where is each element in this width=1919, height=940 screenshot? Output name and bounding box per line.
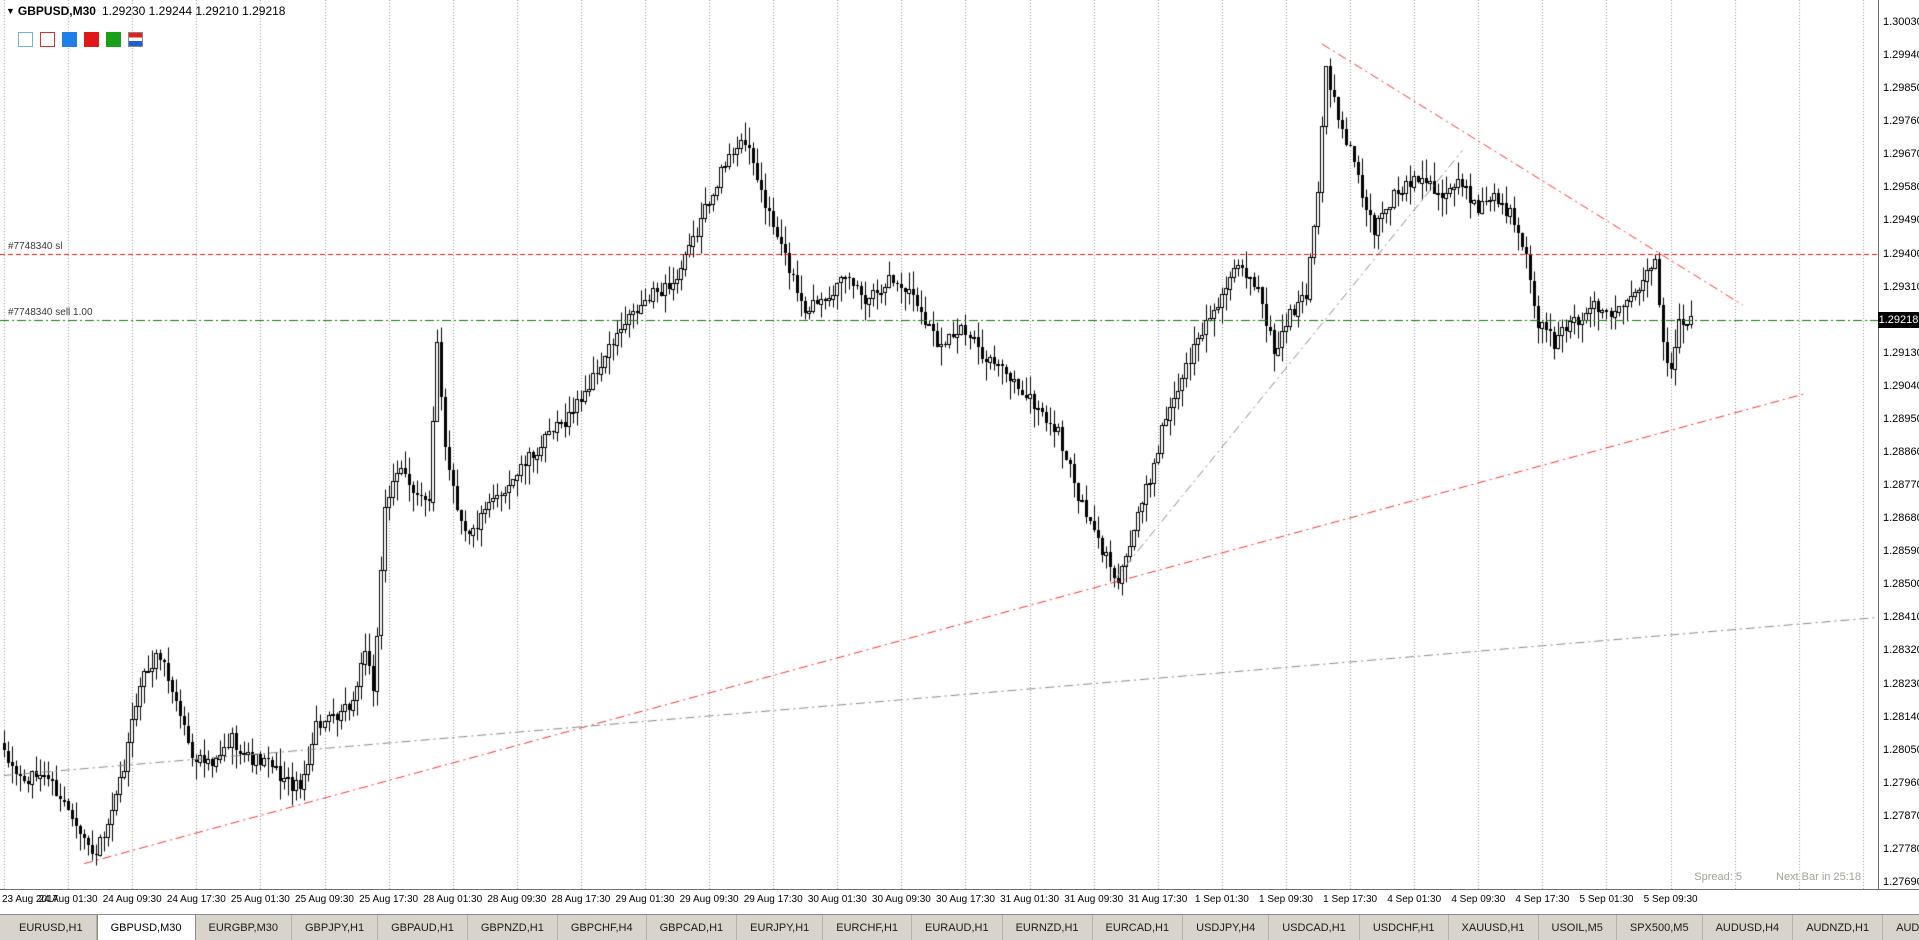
time-axis-label: 30 Aug 01:30 [807, 894, 867, 905]
price-axis-label: 1.30030 [1883, 16, 1919, 28]
time-axis-label: 23 Aug 2017 [2, 894, 59, 905]
time-axis-label: 4 Sep 09:30 [1451, 894, 1506, 905]
price-axis-label: 1.29040 [1883, 379, 1919, 392]
time-axis-label: 31 Aug 09:30 [1064, 894, 1124, 905]
time-axis-label: 4 Sep 17:30 [1515, 894, 1570, 905]
symbol-tab-usdjpy[interactable]: USDJPY,H4 [1183, 915, 1270, 940]
current-price-badge: 1.29218 [1878, 312, 1919, 329]
price-axis-label: 1.29130 [1883, 346, 1919, 359]
price-axis-label: 1.29490 [1883, 214, 1919, 227]
time-axis-label: 5 Sep 01:30 [1579, 894, 1634, 905]
chart-status-text: Spread: 5 Next Bar in 25:18 [1694, 871, 1861, 883]
price-axis-label: 1.28230 [1883, 677, 1919, 690]
symbol-tab-eurcad[interactable]: EURCAD,H1 [1093, 915, 1184, 940]
symbol-tab-euraud[interactable]: EURAUD,H1 [912, 915, 1003, 940]
symbol-tab-xauusd[interactable]: XAUUSD,H1 [1449, 915, 1539, 940]
price-axis-label: 1.29760 [1883, 115, 1919, 128]
collapse-arrow-icon[interactable]: ▼ [6, 6, 15, 16]
price-axis-label: 1.29940 [1883, 49, 1919, 62]
symbol-tab-eurjpy[interactable]: EURJPY,H1 [737, 915, 824, 940]
price-axis-label: 1.29850 [1883, 82, 1919, 95]
price-axis-label: 1.29670 [1883, 148, 1919, 161]
time-axis-label: 24 Aug 09:30 [102, 894, 162, 905]
price-axis-label: 1.27690 [1883, 876, 1919, 888]
symbol-tab-gbpchf[interactable]: GBPCHF,H4 [558, 915, 647, 940]
order-line-label: #7748340 sl [8, 240, 63, 252]
time-axis-label: 4 Sep 01:30 [1387, 894, 1442, 905]
price-axis-label: 1.28410 [1883, 611, 1919, 624]
price-axis-label: 1.28320 [1883, 644, 1919, 657]
time-axis-label: 25 Aug 01:30 [230, 894, 290, 905]
time-axis-label: 1 Sep 17:30 [1323, 894, 1378, 905]
symbol-tab-usoil[interactable]: USOIL,M5 [1539, 915, 1617, 940]
next-bar-countdown: Next Bar in 25:18 [1776, 871, 1861, 883]
price-axis-label: 1.28590 [1883, 545, 1919, 558]
chart-symbol-label: GBPUSD,M30 [17, 4, 96, 18]
price-axis-label: 1.28500 [1883, 578, 1919, 591]
price-axis-label: 1.29580 [1883, 181, 1919, 194]
time-axis[interactable]: 23 Aug 2017 24 Aug 01:30 24 Aug 09:30 24 Au… [0, 889, 1919, 914]
price-axis-label: 1.28680 [1883, 512, 1919, 525]
time-axis-label: 25 Aug 17:30 [359, 894, 419, 905]
price-axis-label: 1.28950 [1883, 412, 1919, 425]
time-axis-label: 29 Aug 01:30 [615, 894, 675, 905]
symbol-tab-eurgbp[interactable]: EURGBP,M30 [196, 915, 292, 940]
time-axis-label: 25 Aug 09:30 [295, 894, 354, 905]
symbol-tab-eurchf[interactable]: EURCHF,H1 [823, 915, 913, 940]
time-axis-label: 5 Sep 09:30 [1643, 894, 1698, 905]
time-axis-label: 1 Sep 01:30 [1194, 894, 1249, 905]
time-axis-label: 31 Aug 01:30 [1000, 894, 1060, 905]
time-axis-label: 1 Sep 09:30 [1259, 894, 1313, 905]
chart-ohlc-values: 1.29230 1.29244 1.29210 1.29218 [101, 4, 286, 18]
price-axis-label: 1.29310 [1883, 280, 1919, 293]
price-axis-label: 1.27960 [1883, 776, 1919, 789]
time-axis-label: 30 Aug 09:30 [871, 894, 931, 905]
symbol-tab-audnzd[interactable]: AUDNZD,H1 [1793, 915, 1884, 940]
symbol-tab-eurnzd[interactable]: EURNZD,H1 [1003, 915, 1093, 940]
swatch-striped-icon[interactable] [128, 32, 143, 47]
toolbar-swatches [18, 32, 143, 47]
symbol-tab-gbpnzd[interactable]: GBPNZD,H1 [468, 915, 558, 940]
time-axis-label: 24 Aug 17:30 [166, 894, 226, 905]
chart-title: ▼ GBPUSD,M30 1.29230 1.29244 1.29210 1.292… [6, 4, 285, 18]
price-axis-label: 1.28770 [1883, 479, 1919, 492]
chart-tab-bar: EURUSD,H1 GBPUSD,M30 EURGBP,M30 GBPJPY,H1 GB… [0, 914, 1919, 940]
time-axis-label: 28 Aug 17:30 [551, 894, 611, 905]
price-axis-label: 1.28050 [1883, 743, 1919, 756]
symbol-tab-audcad[interactable]: AUDCAD,Daily [1883, 915, 1919, 940]
time-axis-label: 30 Aug 17:30 [936, 894, 995, 905]
price-axis-label: 1.27780 [1883, 842, 1919, 855]
time-axis-label: 29 Aug 09:30 [679, 894, 739, 905]
time-axis-label: 28 Aug 01:30 [423, 894, 483, 905]
price-axis-label: 1.28140 [1883, 710, 1919, 723]
symbol-tab-spx500[interactable]: SPX500,M5 [1617, 915, 1703, 940]
symbol-tab-usdcad[interactable]: USDCAD,H1 [1269, 915, 1360, 940]
swatch-red-outline-icon[interactable] [40, 32, 55, 47]
symbol-tab-audusd[interactable]: AUDUSD,H4 [1703, 915, 1794, 940]
price-axis-label: 1.29400 [1883, 247, 1919, 260]
swatch-blue-icon[interactable] [62, 32, 77, 47]
symbol-tab-gbpusd[interactable]: GBPUSD,M30 [96, 915, 196, 940]
order-line-label: #7748340 sell 1.00 [8, 307, 93, 319]
symbol-tab-gbpcad[interactable]: GBPCAD,H1 [647, 915, 738, 940]
price-axis-label: 1.27870 [1883, 809, 1919, 822]
time-axis-label: 24 Aug 01:30 [38, 894, 98, 905]
spread-label: Spread: 5 [1694, 871, 1742, 883]
swatch-red-icon[interactable] [84, 32, 99, 47]
time-axis-label: 31 Aug 17:30 [1128, 894, 1188, 905]
symbol-tab-gbpaud[interactable]: GBPAUD,H1 [378, 915, 468, 940]
price-axis-label: 1.28860 [1883, 446, 1919, 458]
time-axis-label: 28 Aug 09:30 [487, 894, 547, 905]
swatch-white-icon[interactable] [18, 32, 33, 47]
symbol-tab-gbpjpy[interactable]: GBPJPY,H1 [292, 915, 379, 940]
swatch-green-icon[interactable] [106, 32, 121, 47]
symbol-tab-usdchf[interactable]: USDCHF,H1 [1360, 915, 1449, 940]
symbol-tab-eurusd[interactable]: EURUSD,H1 [6, 915, 97, 940]
price-axis[interactable]: 1.30030 1.29940 1.29850 1.29760 1.29670 1.295… [1878, 0, 1919, 889]
time-axis-label: 29 Aug 17:30 [743, 894, 803, 905]
chart-canvas[interactable] [0, 0, 1878, 889]
